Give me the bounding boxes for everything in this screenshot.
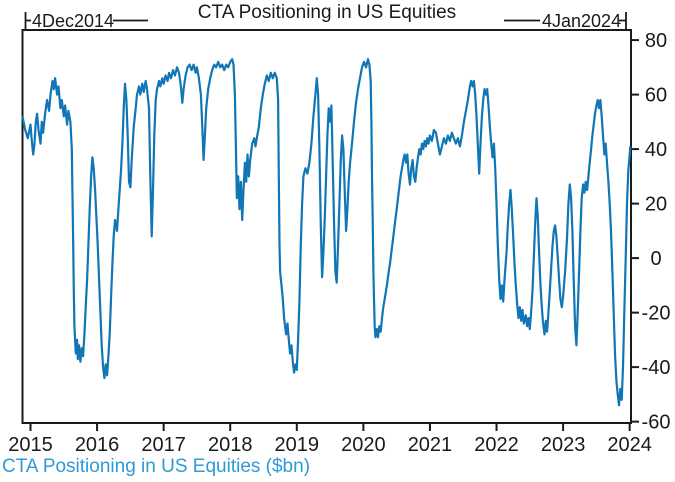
plot-border	[21, 29, 632, 424]
data-line	[21, 58, 632, 407]
y-tick-label: 40	[645, 139, 667, 161]
y-tick-label: -60	[642, 412, 671, 434]
chart-title: CTA Positioning in US Equities	[197, 2, 457, 23]
x-tick-label: 2022	[474, 434, 519, 456]
x-tick-label: 2017	[141, 434, 186, 456]
chart-footnote: CTA Positioning in US Equities ($bn)	[2, 456, 311, 477]
y-tick-label: 0	[650, 248, 661, 270]
x-tick-label: 2019	[275, 434, 320, 456]
x-tick-label: 2020	[341, 434, 386, 456]
x-tick-label: 2024	[607, 434, 652, 456]
x-tick-label: 2016	[75, 434, 120, 456]
range-start-label: 4Dec2014	[32, 11, 114, 31]
range-end-label: 4Jan2024	[542, 11, 621, 31]
y-tick-label: 80	[645, 30, 667, 52]
y-tick-label: 20	[645, 194, 667, 216]
x-tick-label: 2018	[208, 434, 253, 456]
y-tick-label: -20	[642, 303, 671, 325]
x-tick-label: 2021	[408, 434, 453, 456]
x-tick-label: 2023	[541, 434, 586, 456]
x-tick-label: 2015	[8, 434, 53, 456]
y-tick-label: -40	[642, 357, 671, 379]
y-tick-label: 60	[645, 85, 667, 107]
